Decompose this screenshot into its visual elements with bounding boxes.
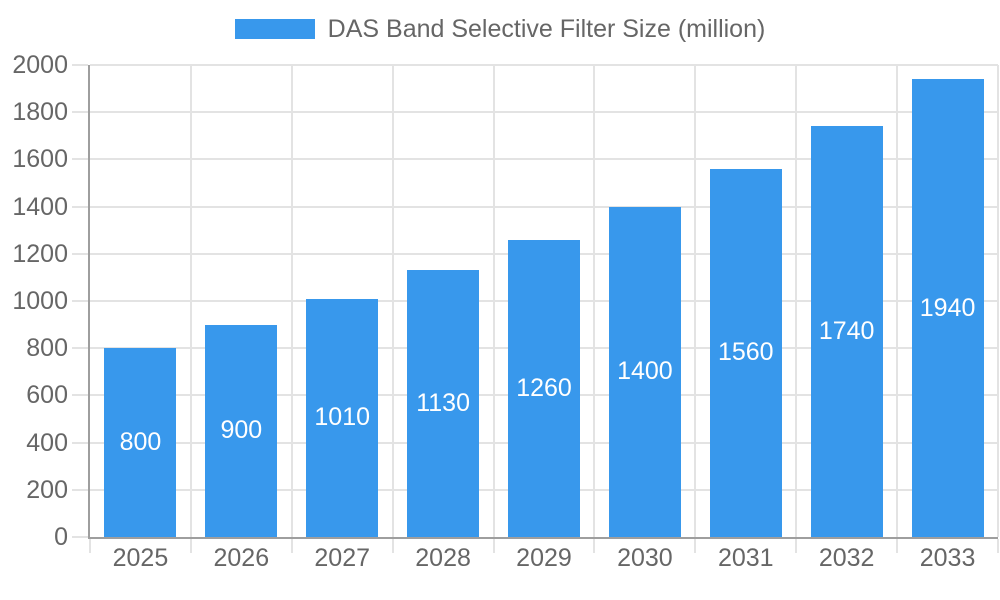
bar-value-label: 1940 [919, 293, 976, 322]
bar-value-label: 800 [119, 428, 162, 457]
x-gridline [290, 65, 293, 537]
bar-value-label: 1130 [416, 389, 470, 418]
x-tick-label: 2030 [617, 544, 673, 572]
x-tick-label: 2032 [818, 544, 875, 572]
y-tick-mark [72, 347, 88, 350]
x-gridline [795, 65, 798, 537]
x-tick-label: 2027 [314, 544, 371, 572]
bar[interactable]: 1260 [508, 239, 580, 537]
bar[interactable]: 1740 [810, 126, 883, 537]
x-gridline [997, 65, 999, 537]
x-tick-label: 2025 [112, 544, 169, 572]
x-gridline [896, 65, 899, 537]
bar[interactable]: 1400 [608, 206, 681, 537]
x-tick-mark [997, 539, 999, 553]
y-gridline [90, 205, 998, 208]
bar-value-label: 1400 [617, 357, 673, 386]
x-tick-label: 2028 [415, 544, 471, 572]
y-tick-mark [72, 394, 88, 397]
y-tick-mark [72, 111, 88, 114]
bar-value-label: 1260 [516, 373, 572, 402]
y-tick-mark [72, 441, 88, 444]
y-tick-mark [72, 252, 88, 255]
x-tick-mark [694, 539, 697, 553]
y-tick-label: 600 [26, 381, 68, 410]
x-tick-mark [593, 539, 596, 553]
y-gridline [90, 158, 998, 161]
x-tick-mark [89, 539, 91, 553]
x-tick-mark [896, 539, 899, 553]
x-gridline [391, 65, 394, 537]
y-tick-mark [72, 158, 88, 161]
legend-swatch-icon [234, 19, 315, 39]
x-tick-label: 2026 [213, 544, 270, 572]
bar[interactable]: 800 [104, 348, 177, 537]
y-tick-label: 1800 [12, 98, 68, 127]
x-tick-mark [290, 539, 293, 553]
y-tick-mark [72, 488, 88, 491]
x-tick-mark [492, 539, 495, 553]
y-gridline [90, 64, 998, 66]
bar[interactable]: 900 [205, 324, 278, 537]
bar[interactable]: 1940 [911, 79, 984, 537]
x-gridline [189, 65, 192, 537]
chart-legend[interactable]: DAS Band Selective Filter Size (million) [0, 14, 1000, 44]
y-gridline [90, 111, 998, 114]
x-tick-mark [189, 539, 192, 553]
y-tick-label: 200 [26, 475, 68, 504]
legend-label: DAS Band Selective Filter Size (million) [327, 15, 766, 43]
y-tick-label: 1000 [12, 287, 68, 315]
bar[interactable]: 1130 [407, 270, 480, 537]
y-tick-label: 800 [26, 334, 68, 363]
y-tick-label: 2000 [12, 51, 68, 79]
bar-value-label: 900 [220, 416, 263, 445]
bar-value-label: 1560 [717, 338, 774, 367]
x-tick-label: 2031 [717, 544, 774, 572]
y-tick-mark [72, 205, 88, 208]
x-gridline [492, 65, 495, 537]
y-tick-label: 0 [54, 523, 68, 551]
x-gridline [593, 65, 596, 537]
x-tick-label: 2029 [516, 544, 572, 572]
y-tick-label: 1600 [12, 145, 68, 174]
y-tick-mark [72, 300, 88, 302]
y-tick-label: 400 [26, 428, 68, 457]
x-tick-label: 2033 [919, 544, 976, 572]
bar[interactable]: 1560 [709, 168, 782, 537]
bar-value-label: 1740 [818, 317, 875, 346]
bar[interactable]: 1010 [306, 298, 379, 537]
y-tick-mark [72, 536, 88, 538]
plot-area: 0 200 400 600 800 1000 1200 1400 1600 1800 2000 202… [12, 51, 999, 572]
y-tick-label: 1400 [12, 192, 68, 221]
x-gridline [694, 65, 697, 537]
y-tick-label: 1200 [12, 239, 68, 268]
x-tick-mark [795, 539, 798, 553]
x-tick-mark [391, 539, 394, 553]
bar-value-label: 1010 [314, 403, 371, 432]
y-tick-mark [72, 64, 88, 66]
